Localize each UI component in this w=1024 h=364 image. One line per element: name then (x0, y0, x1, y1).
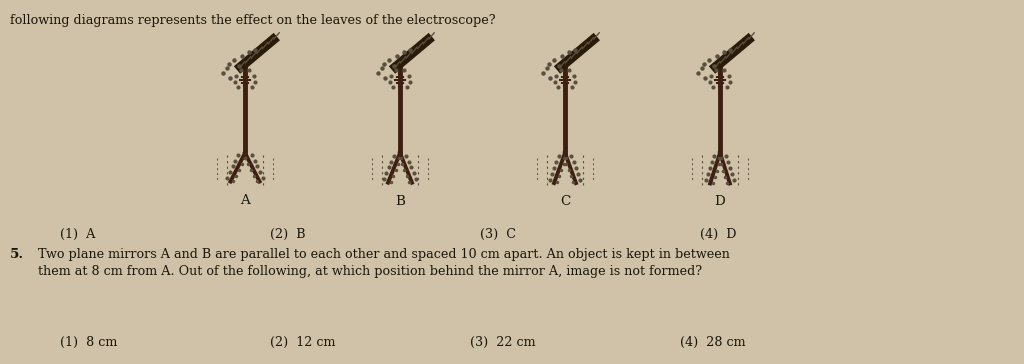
Text: (1)  A: (1) A (60, 228, 95, 241)
Text: 5.: 5. (10, 248, 25, 261)
Text: (3)  C: (3) C (480, 228, 516, 241)
Text: (4)  D: (4) D (700, 228, 736, 241)
Text: (3)  22 cm: (3) 22 cm (470, 336, 536, 349)
Text: (2)  B: (2) B (270, 228, 305, 241)
Text: D: D (715, 195, 725, 209)
Text: (1)  8 cm: (1) 8 cm (60, 336, 118, 349)
Text: (2)  12 cm: (2) 12 cm (270, 336, 336, 349)
Text: Two plane mirrors A and B are parallel to each other and spaced 10 cm apart. An : Two plane mirrors A and B are parallel t… (38, 248, 730, 261)
Text: C: C (560, 195, 570, 208)
Text: B: B (395, 195, 406, 208)
Text: following diagrams represents the effect on the leaves of the electroscope?: following diagrams represents the effect… (10, 14, 496, 27)
Text: (4)  28 cm: (4) 28 cm (680, 336, 745, 349)
Text: them at 8 cm from A. Out of the following, at which position behind the mirror A: them at 8 cm from A. Out of the followin… (38, 265, 702, 278)
Text: A: A (240, 194, 250, 206)
